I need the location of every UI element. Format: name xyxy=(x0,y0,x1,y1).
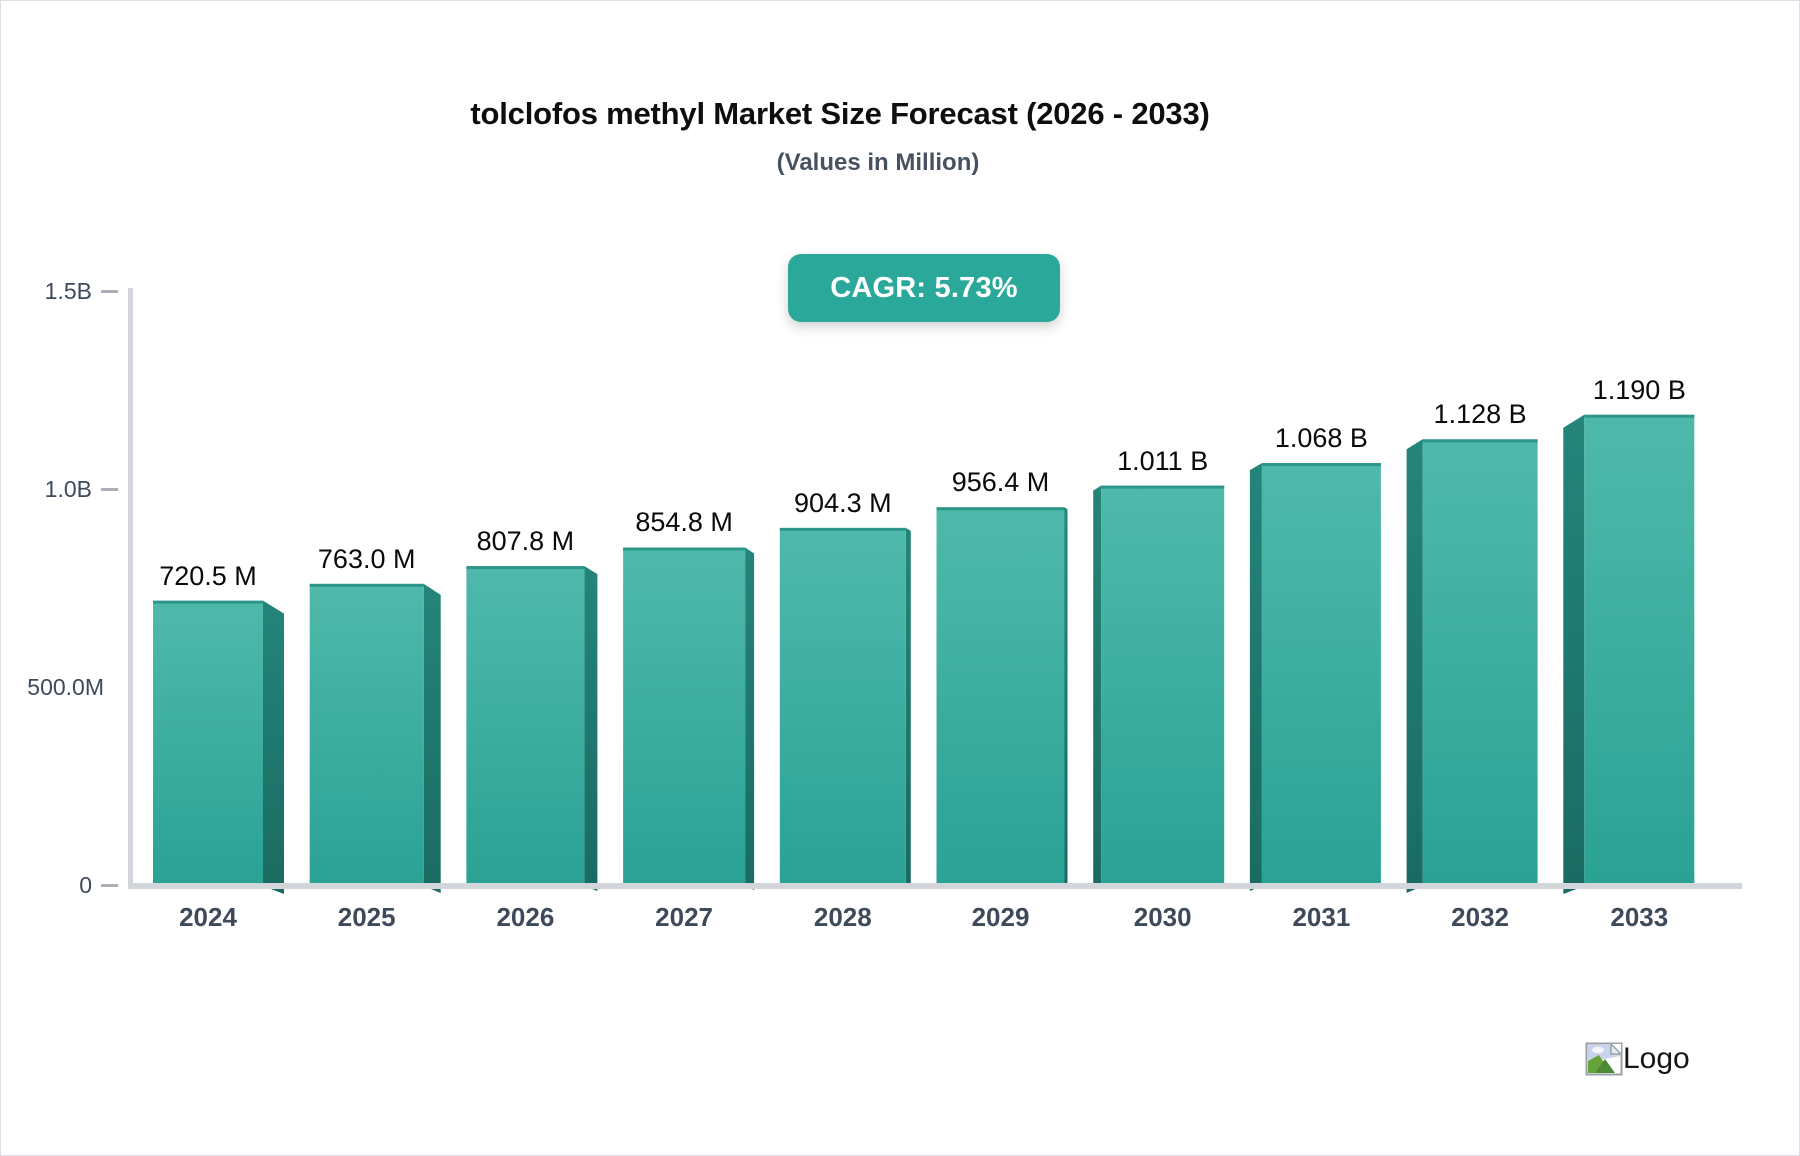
bar-top-edge xyxy=(1101,485,1225,489)
x-axis-label-2027: 2027 xyxy=(655,902,714,932)
value-label-2033: 1.190 B xyxy=(1592,374,1686,405)
y-axis-label-1.0B: 1.0B xyxy=(44,476,92,502)
bar-top-edge xyxy=(153,600,263,604)
bar-2029 xyxy=(936,507,1065,886)
logo-text: Logo xyxy=(1623,1042,1690,1075)
bar-top-edge xyxy=(1584,414,1695,418)
broken-image-icon xyxy=(1585,1042,1623,1076)
x-axis-label-2029: 2029 xyxy=(971,902,1030,932)
bar-2031 xyxy=(1261,463,1381,886)
chart-title: tolclofos methyl Market Size Forecast (2… xyxy=(470,96,1210,131)
value-label-2025: 763.0 M xyxy=(317,543,416,574)
y-axis-label-0: 0 xyxy=(79,872,92,898)
bar-top-edge xyxy=(623,547,746,551)
bar-side-3d xyxy=(1563,414,1585,894)
y-axis-label-500.0M: 500.0M xyxy=(27,674,104,700)
bar-top-edge xyxy=(1422,439,1538,443)
bar-2028 xyxy=(779,527,906,886)
bar-side-3d xyxy=(1406,439,1423,893)
x-axis-label-2032: 2032 xyxy=(1451,902,1510,932)
x-axis-label-2025: 2025 xyxy=(337,902,396,932)
bar-side-3d xyxy=(1064,507,1068,887)
y-axis-tick xyxy=(101,290,118,293)
value-label-2029: 956.4 M xyxy=(951,467,1050,498)
bar-side-3d xyxy=(263,600,284,894)
value-label-2030: 1.011 B xyxy=(1117,445,1209,476)
bar-2027 xyxy=(623,547,746,886)
x-axis-label-2033: 2033 xyxy=(1610,902,1669,932)
x-axis-label-2028: 2028 xyxy=(813,902,872,932)
value-label-2028: 904.3 M xyxy=(794,487,892,518)
value-label-2027: 854.8 M xyxy=(635,507,733,538)
bar-2024 xyxy=(153,600,263,886)
x-axis-label-2024: 2024 xyxy=(179,902,237,932)
value-label-2031: 1.068 B xyxy=(1274,423,1368,454)
y-axis-tick xyxy=(101,488,118,491)
logo: Logo xyxy=(1585,1042,1690,1076)
bar-2032 xyxy=(1422,439,1538,886)
x-axis-label-2031: 2031 xyxy=(1292,902,1351,932)
bar-2025 xyxy=(309,583,424,886)
bar-2033 xyxy=(1584,414,1695,886)
bar-side-3d xyxy=(423,583,441,893)
bar-2026 xyxy=(466,566,585,886)
bar-2030 xyxy=(1101,485,1225,886)
cagr-badge: CAGR: 5.73% xyxy=(788,254,1060,322)
chart-subtitle: (Values in Million) xyxy=(776,149,980,176)
y-axis-label-1.5B: 1.5B xyxy=(44,278,92,304)
value-label-2026: 807.8 M xyxy=(476,526,575,557)
value-label-2032: 1.128 B xyxy=(1433,399,1527,430)
bar-top-edge xyxy=(309,583,424,587)
bar-side-3d xyxy=(584,566,598,891)
bar-side-3d xyxy=(905,527,911,888)
bar-side-3d xyxy=(1093,485,1102,889)
x-axis-label-2030: 2030 xyxy=(1133,902,1192,932)
bar-top-edge xyxy=(466,566,585,570)
bar-top-edge xyxy=(1261,463,1381,467)
x-axis-line xyxy=(128,883,1742,889)
bar-top-edge xyxy=(936,507,1065,511)
x-axis-label-2026: 2026 xyxy=(496,902,555,932)
value-label-2024: 720.5 M xyxy=(159,560,257,591)
y-axis-line xyxy=(128,288,133,888)
bar-side-3d xyxy=(745,547,755,890)
bar-top-edge xyxy=(779,527,906,531)
bar-side-3d xyxy=(1249,463,1262,891)
y-axis-tick xyxy=(101,884,118,887)
